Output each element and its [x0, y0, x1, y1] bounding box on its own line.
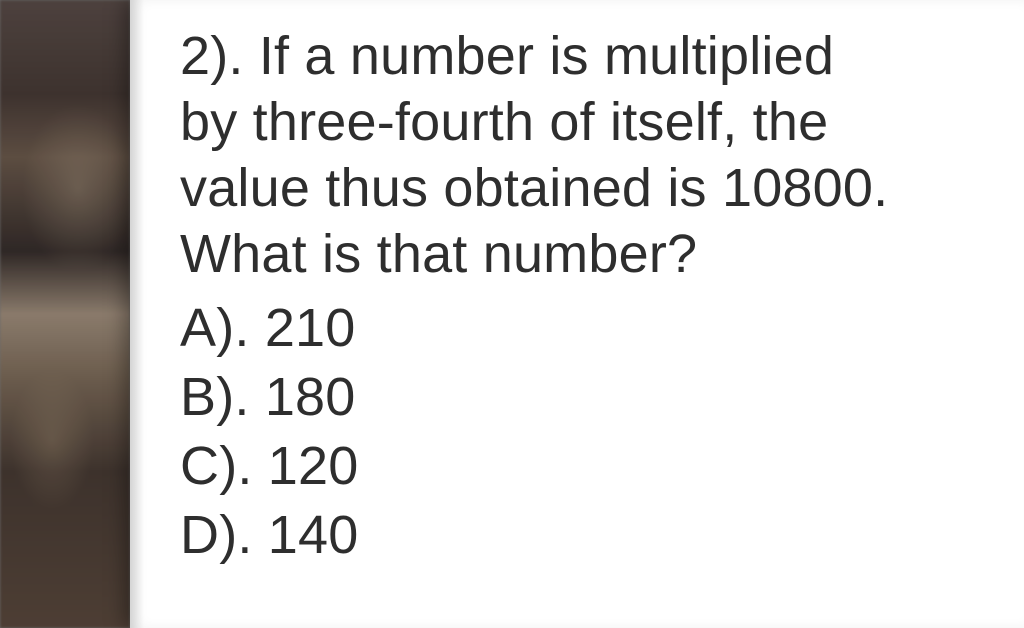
option-a-value: 210: [265, 298, 356, 358]
option-d-label: D).: [180, 505, 253, 565]
option-d-value: 140: [268, 505, 359, 565]
option-b-label: B).: [180, 367, 250, 427]
question-line-1: 2). If a number is multiplied: [180, 24, 964, 90]
options-list: A). 210 B). 180 C). 120 D). 140: [180, 294, 964, 570]
question-text: 2). If a number is multiplied by three-f…: [180, 24, 964, 288]
screenshot-stage: 2). If a number is multiplied by three-f…: [0, 0, 1024, 628]
option-a-label: A).: [180, 298, 250, 358]
option-c-label: C).: [180, 436, 253, 496]
question-line-3: value thus obtained is 10800.: [180, 156, 964, 222]
option-b: B). 180: [180, 363, 964, 432]
question-line-4: What is that number?: [180, 222, 964, 288]
option-d: D). 140: [180, 501, 964, 570]
document-page: 2). If a number is multiplied by three-f…: [130, 0, 1024, 628]
question-block: 2). If a number is multiplied by three-f…: [180, 24, 964, 570]
option-c: C). 120: [180, 432, 964, 501]
option-a: A). 210: [180, 294, 964, 363]
question-line-2: by three-fourth of itself, the: [180, 90, 964, 156]
option-c-value: 120: [268, 436, 359, 496]
option-b-value: 180: [265, 367, 356, 427]
photo-margin-strip: [0, 0, 130, 628]
